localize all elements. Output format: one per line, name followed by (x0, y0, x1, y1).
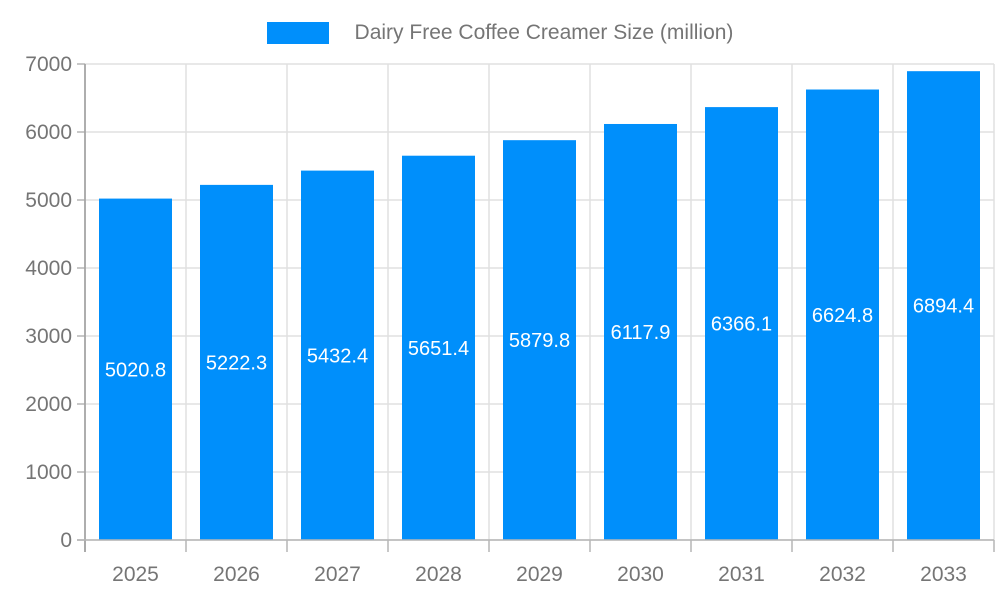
x-tick-label: 2027 (314, 563, 361, 586)
x-tick-label: 2033 (920, 563, 967, 586)
bar-2028[interactable] (402, 155, 475, 540)
bar-2031[interactable] (705, 107, 778, 541)
x-tick-label: 2025 (112, 563, 159, 586)
bar-value-label: 5020.8 (105, 359, 166, 381)
bar-2026[interactable] (200, 184, 273, 540)
x-tick-label: 2032 (819, 563, 866, 586)
x-tick-label: 2028 (415, 563, 462, 586)
bar-value-label: 5651.4 (408, 338, 469, 360)
y-tick-label: 7000 (25, 53, 72, 76)
x-tick-label: 2031 (718, 563, 765, 586)
y-tick-label: 1000 (25, 461, 72, 484)
y-tick-label: 5000 (25, 189, 72, 212)
bar-value-label: 6117.9 (611, 322, 671, 344)
bar-value-label: 6624.8 (812, 305, 873, 327)
bar-2030[interactable] (604, 123, 677, 541)
y-tick-label: 2000 (25, 393, 72, 416)
y-tick-label: 6000 (25, 121, 72, 144)
bar-value-label: 5879.8 (509, 330, 570, 352)
y-tick-label: 0 (60, 529, 72, 552)
bar-2025[interactable] (99, 198, 172, 540)
bar-value-label: 6366.1 (711, 314, 772, 336)
bar-value-label: 5432.4 (307, 345, 368, 367)
y-tick-label: 3000 (25, 325, 72, 348)
bar-2033[interactable] (907, 71, 980, 541)
bar-2027[interactable] (301, 170, 374, 540)
bar-value-label: 5222.3 (206, 352, 267, 374)
x-tick-label: 2029 (516, 563, 563, 586)
x-tick-label: 2030 (617, 563, 664, 586)
bar-value-label: 6894.4 (913, 296, 974, 318)
bar-2029[interactable] (503, 140, 576, 541)
y-tick-label: 4000 (25, 257, 72, 280)
legend-label: Dairy Free Coffee Creamer Size (million) (354, 21, 734, 44)
chart-legend[interactable]: Dairy Free Coffee Creamer Size (million) (0, 18, 1000, 48)
legend-swatch (266, 22, 329, 44)
bar-2032[interactable] (806, 89, 879, 540)
x-tick-label: 2026 (213, 563, 260, 586)
